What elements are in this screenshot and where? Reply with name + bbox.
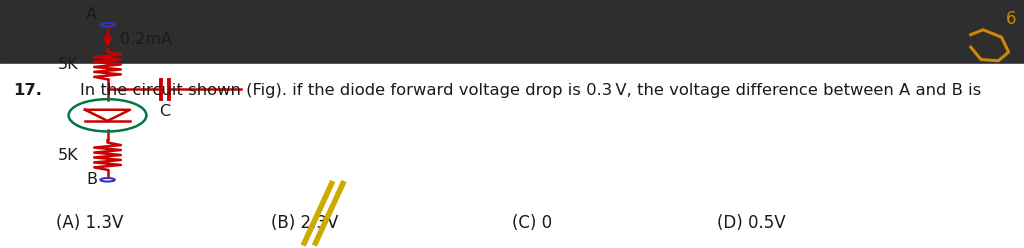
Text: 0.2mA: 0.2mA bbox=[120, 32, 172, 47]
Text: 5K: 5K bbox=[58, 57, 79, 72]
Text: B: B bbox=[86, 172, 97, 187]
Text: (A) 1.3V: (A) 1.3V bbox=[56, 214, 124, 232]
Text: C: C bbox=[160, 104, 170, 119]
Text: (D) 0.5V: (D) 0.5V bbox=[717, 214, 785, 232]
Text: In the circuit shown (Fig). if the diode forward voltage drop is 0.3 V, the volt: In the circuit shown (Fig). if the diode… bbox=[80, 83, 981, 98]
Text: 6: 6 bbox=[1007, 10, 1017, 28]
Text: 17.: 17. bbox=[13, 83, 42, 98]
Text: A: A bbox=[86, 7, 97, 22]
Text: (C) 0: (C) 0 bbox=[512, 214, 552, 232]
Text: (B) 2.3V: (B) 2.3V bbox=[271, 214, 339, 232]
Bar bbox=[0, 64, 1024, 248]
Bar bbox=[0, 0, 1024, 64]
Text: 5K: 5K bbox=[58, 148, 79, 162]
